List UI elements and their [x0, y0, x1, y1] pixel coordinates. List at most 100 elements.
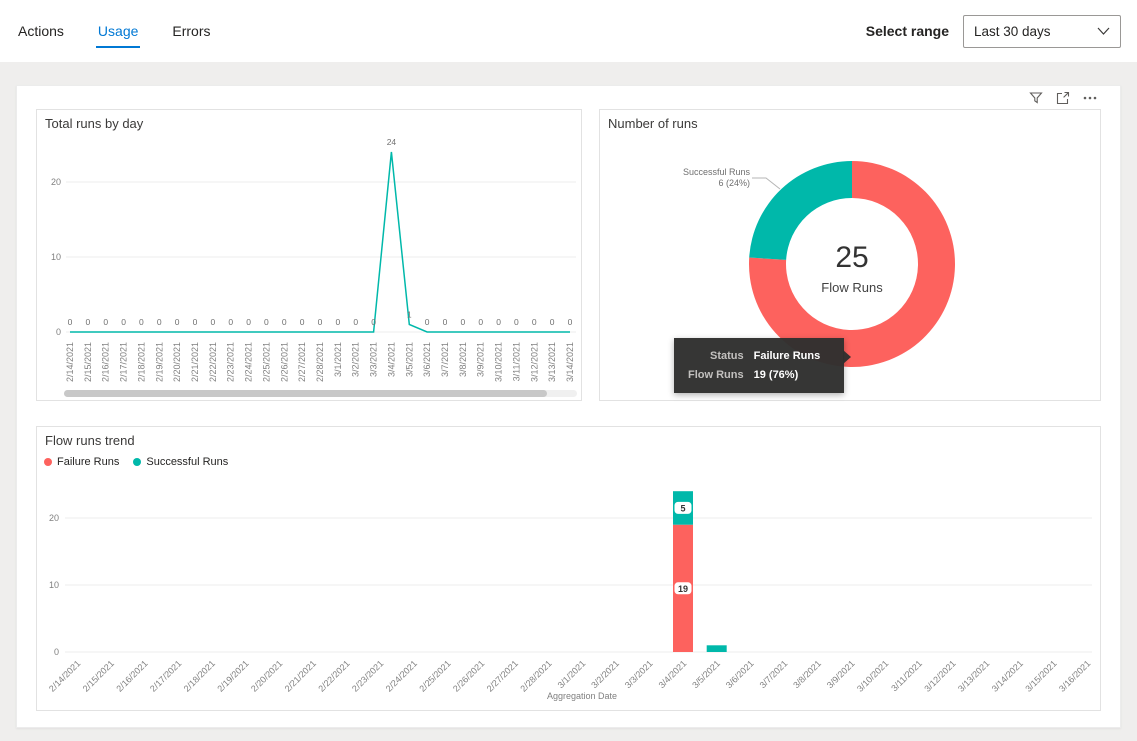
donut-slice: [749, 161, 852, 260]
svg-text:2/18/2021: 2/18/2021: [182, 658, 217, 693]
svg-text:2/23/2021: 2/23/2021: [226, 342, 236, 382]
svg-text:0: 0: [103, 317, 108, 327]
svg-text:3/14/2021: 3/14/2021: [565, 342, 575, 382]
select-range-label: Select range: [865, 23, 949, 39]
svg-text:2/17/2021: 2/17/2021: [148, 658, 183, 693]
flow-runs-bar-chart[interactable]: 0 10 20 2/14/20212/15/20212/16/20212/17/202…: [37, 427, 1100, 710]
svg-text:2/22/2021: 2/22/2021: [208, 342, 218, 382]
svg-text:0: 0: [550, 317, 555, 327]
tab-usage[interactable]: Usage: [95, 15, 141, 48]
svg-text:3/6/2021: 3/6/2021: [422, 342, 432, 377]
svg-text:20: 20: [49, 513, 59, 523]
svg-text:2/17/2021: 2/17/2021: [119, 342, 129, 382]
svg-text:3/11/2021: 3/11/2021: [889, 658, 924, 693]
chevron-down-icon: [1097, 27, 1110, 35]
flow-runs-trend-panel: Flow runs trend Failure Runs Successful …: [36, 426, 1101, 711]
svg-text:2/21/2021: 2/21/2021: [283, 658, 318, 693]
svg-text:2/27/2021: 2/27/2021: [297, 342, 307, 382]
bar-data-label: [673, 581, 693, 596]
svg-text:2/26/2021: 2/26/2021: [451, 658, 486, 693]
svg-text:2/19/2021: 2/19/2021: [215, 658, 250, 693]
filter-icon[interactable]: [1028, 90, 1044, 106]
svg-text:2/15/2021: 2/15/2021: [81, 658, 116, 693]
svg-text:0: 0: [54, 647, 59, 657]
svg-text:0: 0: [514, 317, 519, 327]
svg-text:0: 0: [264, 317, 269, 327]
svg-text:3/7/2021: 3/7/2021: [758, 658, 790, 690]
donut-chart-title: Number of runs: [608, 116, 698, 131]
svg-text:3/1/2021: 3/1/2021: [556, 658, 588, 690]
svg-text:3/12/2021: 3/12/2021: [529, 342, 539, 382]
svg-text:20: 20: [51, 177, 61, 187]
tooltip-row-label: Status: [709, 350, 744, 362]
top-navigation: Actions Usage Errors Select range Last 3…: [0, 0, 1137, 62]
svg-text:0: 0: [56, 327, 61, 337]
svg-text:3/4/2021: 3/4/2021: [657, 658, 689, 690]
range-dropdown[interactable]: Last 30 days: [963, 14, 1121, 48]
svg-text:0: 0: [318, 317, 323, 327]
svg-text:1: 1: [407, 310, 412, 320]
svg-text:2/22/2021: 2/22/2021: [316, 658, 351, 693]
svg-text:3/7/2021: 3/7/2021: [440, 342, 450, 377]
svg-text:3/15/2021: 3/15/2021: [1023, 658, 1058, 693]
svg-text:3/9/2021: 3/9/2021: [825, 658, 857, 690]
more-options-icon[interactable]: [1082, 90, 1098, 106]
svg-text:0: 0: [121, 317, 126, 327]
svg-text:3/2/2021: 3/2/2021: [589, 658, 621, 690]
svg-text:2/24/2021: 2/24/2021: [244, 342, 254, 382]
svg-text:2/20/2021: 2/20/2021: [172, 342, 182, 382]
card-toolbar: [1028, 90, 1098, 106]
bar-chart-title: Flow runs trend: [45, 433, 135, 448]
chart-tooltip: Status Failure Runs Flow Runs 19 (76%): [674, 338, 851, 393]
analytics-card: Total runs by day 0 10 20 0 0 0 0 0 0 0 0 0 0 0 0 0 0 0 0 0…: [16, 85, 1121, 728]
donut-callout-label: Successful Runs 6 (24%): [640, 167, 750, 189]
svg-text:10: 10: [49, 580, 59, 590]
svg-text:0: 0: [282, 317, 287, 327]
svg-text:0: 0: [175, 317, 180, 327]
chart-legend: Failure Runs Successful Runs: [44, 456, 228, 468]
tab-actions[interactable]: Actions: [18, 22, 64, 39]
svg-text:3/10/2021: 3/10/2021: [494, 342, 504, 382]
svg-text:0: 0: [228, 317, 233, 327]
svg-text:Aggregation Date: Aggregation Date: [547, 691, 617, 701]
svg-text:0: 0: [139, 317, 144, 327]
legend-failure-runs[interactable]: Failure Runs: [44, 456, 119, 468]
focus-mode-icon[interactable]: [1055, 90, 1071, 106]
tab-bar: Actions Usage Errors: [16, 15, 213, 48]
svg-text:3/9/2021: 3/9/2021: [476, 342, 486, 377]
svg-text:2/28/2021: 2/28/2021: [518, 658, 553, 693]
svg-text:3/16/2021: 3/16/2021: [1057, 658, 1092, 693]
svg-text:3/5/2021: 3/5/2021: [404, 342, 414, 377]
svg-text:10: 10: [51, 252, 61, 262]
tooltip-row-value: 19 (76%): [753, 369, 799, 381]
svg-text:2/14/2021: 2/14/2021: [47, 658, 82, 693]
svg-text:5: 5: [680, 503, 685, 513]
callout-series-name: Successful Runs: [682, 167, 750, 177]
range-dropdown-value: Last 30 days: [974, 23, 1051, 39]
line-chart-title: Total runs by day: [45, 116, 144, 131]
svg-text:0: 0: [568, 317, 573, 327]
svg-text:2/26/2021: 2/26/2021: [279, 342, 289, 382]
tooltip-row-label: Flow Runs: [688, 369, 744, 381]
svg-text:2/23/2021: 2/23/2021: [350, 658, 385, 693]
svg-text:2/18/2021: 2/18/2021: [136, 342, 146, 382]
legend-successful-runs[interactable]: Successful Runs: [133, 456, 228, 468]
svg-text:0: 0: [460, 317, 465, 327]
tab-errors[interactable]: Errors: [172, 22, 211, 39]
svg-text:2/25/2021: 2/25/2021: [261, 342, 271, 382]
svg-text:19: 19: [678, 584, 688, 594]
runs-donut-chart[interactable]: [600, 110, 1100, 400]
bar-segment: [706, 645, 727, 652]
svg-text:0: 0: [335, 317, 340, 327]
range-selector: Select range Last 30 days: [865, 14, 1121, 48]
svg-text:2/25/2021: 2/25/2021: [417, 658, 452, 693]
svg-text:3/4/2021: 3/4/2021: [386, 342, 396, 377]
svg-text:2/15/2021: 2/15/2021: [83, 342, 93, 382]
svg-text:3/1/2021: 3/1/2021: [333, 342, 343, 377]
line-chart-scrollbar[interactable]: [64, 390, 577, 397]
svg-text:0: 0: [210, 317, 215, 327]
svg-text:2/28/2021: 2/28/2021: [315, 342, 325, 382]
scrollbar-thumb[interactable]: [64, 390, 547, 397]
svg-text:2/21/2021: 2/21/2021: [190, 342, 200, 382]
